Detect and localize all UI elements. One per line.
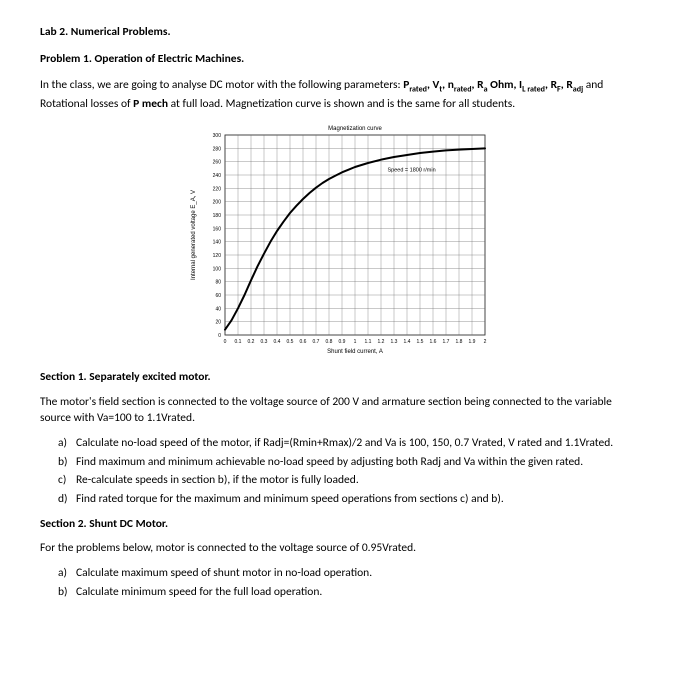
list-item: a)Calculate no-load speed of the motor, …: [58, 435, 636, 452]
list-item: b)Find maximum and minimum achievable no…: [58, 454, 636, 471]
list-marker: c): [58, 472, 76, 489]
intro-paragraph: In the class, we are going to analyse DC…: [40, 77, 636, 113]
list-text: Find rated torque for the maximum and mi…: [76, 491, 636, 508]
svg-text:120: 120: [213, 253, 222, 259]
svg-text:260: 260: [213, 160, 222, 166]
svg-text:40: 40: [215, 306, 221, 312]
svg-text:0: 0: [224, 339, 227, 345]
svg-text:0.4: 0.4: [274, 339, 281, 345]
list-marker: b): [58, 454, 76, 471]
svg-text:140: 140: [213, 240, 222, 246]
magnetization-chart: Magnetization curve 0 0.1 0.2 0.3 0.4 0.5 0.6 0.…: [40, 121, 636, 359]
intro-text-a: In the class, we are going to analyse DC…: [40, 78, 403, 92]
svg-text:100: 100: [213, 266, 222, 272]
section1-para: The motor's field section is connected t…: [40, 394, 636, 427]
svg-text:0.2: 0.2: [248, 339, 255, 345]
svg-text:0.6: 0.6: [300, 339, 307, 345]
svg-text:80: 80: [215, 280, 221, 286]
svg-text:1.1: 1.1: [365, 339, 372, 345]
list-item: b)Calculate minimum speed for the full l…: [58, 584, 636, 601]
svg-text:2: 2: [484, 339, 487, 345]
svg-text:1.4: 1.4: [404, 339, 411, 345]
section2-para: For the problems below, motor is connect…: [40, 540, 636, 557]
svg-text:300: 300: [213, 133, 222, 139]
svg-text:1.3: 1.3: [391, 339, 398, 345]
svg-text:Speed = 1800 r/min: Speed = 1800 r/min: [388, 167, 436, 173]
svg-text:0.7: 0.7: [313, 339, 320, 345]
list-item: d)Find rated torque for the maximum and …: [58, 491, 636, 508]
list-marker: a): [58, 565, 76, 582]
svg-text:0.8: 0.8: [326, 339, 333, 345]
svg-text:200: 200: [213, 200, 222, 206]
svg-text:Shunt field current, A: Shunt field current, A: [327, 349, 383, 355]
svg-text:240: 240: [213, 173, 222, 179]
param-radj: , Radj: [561, 78, 583, 92]
svg-text:Magnetization curve: Magnetization curve: [328, 126, 382, 132]
svg-text:1.6: 1.6: [430, 339, 437, 345]
list-text: Find maximum and minimum achievable no-l…: [76, 454, 636, 471]
list-text: Re-calculate speeds in section b), if th…: [76, 472, 636, 489]
svg-text:160: 160: [213, 226, 222, 232]
list-marker: a): [58, 435, 76, 452]
param-n: , nrated: [442, 78, 471, 92]
svg-text:1.2: 1.2: [378, 339, 385, 345]
param-p: Prated: [403, 78, 427, 92]
svg-text:1.7: 1.7: [443, 339, 450, 345]
svg-text:0.3: 0.3: [261, 339, 268, 345]
svg-text:60: 60: [215, 293, 221, 299]
svg-text:1.9: 1.9: [469, 339, 476, 345]
svg-text:1.5: 1.5: [417, 339, 424, 345]
svg-text:280: 280: [213, 146, 222, 152]
svg-text:0.9: 0.9: [339, 339, 346, 345]
list-marker: b): [58, 584, 76, 601]
list-text: Calculate no-load speed of the motor, if…: [76, 435, 636, 452]
param-ra: , Ra: [472, 78, 488, 92]
list-text: Calculate maximum speed of shunt motor i…: [76, 565, 636, 582]
section1-list: a)Calculate no-load speed of the motor, …: [40, 435, 636, 508]
section2-heading: Section 2. Shunt DC Motor.: [40, 516, 636, 533]
svg-text:20: 20: [215, 320, 221, 326]
param-rf: , RF: [545, 78, 561, 92]
section1-heading: Section 1. Separately excited motor.: [40, 369, 636, 386]
list-marker: d): [58, 491, 76, 508]
svg-text:0.5: 0.5: [287, 339, 294, 345]
svg-text:Internal generated voltage E_A: Internal generated voltage E_A, V: [191, 190, 197, 280]
problem-title: Problem 1. Operation of Electric Machine…: [40, 51, 636, 68]
svg-text:220: 220: [213, 186, 222, 192]
pmech: P mech: [133, 97, 168, 111]
param-ra-unit: Ohm, I: [488, 78, 523, 92]
svg-text:1: 1: [354, 339, 357, 345]
chart-svg: Magnetization curve 0 0.1 0.2 0.3 0.4 0.5 0.6 0.…: [183, 121, 493, 359]
svg-text:1.8: 1.8: [456, 339, 463, 345]
list-item: a)Calculate maximum speed of shunt motor…: [58, 565, 636, 582]
svg-text:180: 180: [213, 213, 222, 219]
list-text: Calculate minimum speed for the full loa…: [76, 584, 636, 601]
param-vt: , Vt: [427, 78, 442, 92]
lab-title: Lab 2. Numerical Problems.: [40, 24, 636, 41]
svg-text:0: 0: [218, 333, 221, 339]
list-item: c)Re-calculate speeds in section b), if …: [58, 472, 636, 489]
intro-text-c: at full load. Magnetization curve is sho…: [168, 97, 515, 111]
section2-list: a)Calculate maximum speed of shunt motor…: [40, 565, 636, 600]
svg-text:0.1: 0.1: [235, 339, 242, 345]
